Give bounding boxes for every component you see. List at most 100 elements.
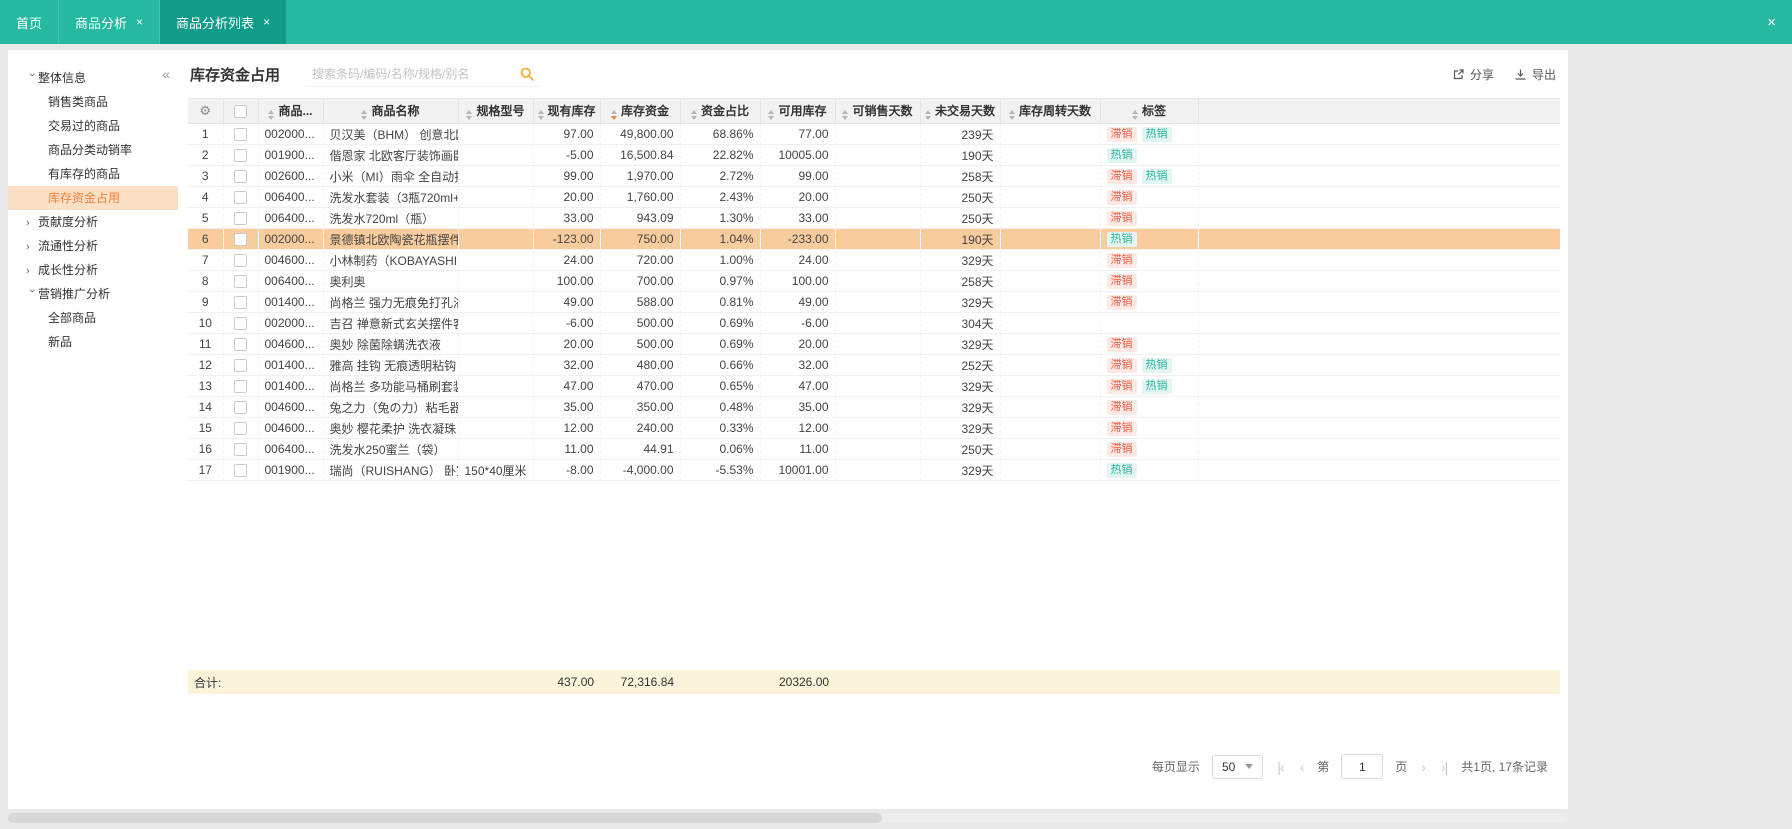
search-icon[interactable] xyxy=(519,66,535,82)
row-checkbox[interactable] xyxy=(234,275,247,289)
turnover-days xyxy=(1000,354,1101,376)
tags-cell: 滞销 xyxy=(1100,207,1199,229)
export-button[interactable]: 导出 xyxy=(1514,66,1556,83)
search-input[interactable] xyxy=(312,66,520,81)
turnover-days xyxy=(1000,249,1101,271)
row-checkbox-cell xyxy=(223,354,259,376)
column-header-available[interactable]: 可用库存 xyxy=(760,98,836,124)
column-header-spec[interactable]: 规格型号 xyxy=(458,98,534,124)
row-checkbox[interactable] xyxy=(234,443,247,457)
row-checkbox[interactable] xyxy=(234,338,247,352)
column-header-capital[interactable]: 库存资金 xyxy=(600,98,681,124)
row-checkbox[interactable] xyxy=(234,212,247,226)
capital-ratio: 22.82% xyxy=(680,144,761,166)
row-index: 17 xyxy=(188,459,224,481)
last-page-button[interactable]: ›| xyxy=(1440,758,1448,775)
no-trade-days: 329天 xyxy=(920,249,1001,271)
available-stock: -6.00 xyxy=(760,312,836,334)
nav-item-category-sell-rate[interactable]: 商品分类动销率 xyxy=(8,138,178,162)
column-header-no-trade-days[interactable]: 未交易天数 xyxy=(920,98,1001,124)
sidebar-collapse-icon[interactable]: « xyxy=(162,66,170,82)
row-checkbox[interactable] xyxy=(234,149,247,163)
table-row[interactable]: 8 006400... 奥利奥 100.00 700.00 0.97% 100.00 258天… xyxy=(188,270,1560,292)
row-checkbox[interactable] xyxy=(234,170,247,184)
capital-ratio: 2.72% xyxy=(680,165,761,187)
table-row[interactable]: 16 006400... 洗发水250蜜兰（袋） 11.00 44.91 0.06% 11.… xyxy=(188,438,1560,460)
column-header-tags[interactable]: 标签 xyxy=(1100,98,1199,124)
row-checkbox[interactable] xyxy=(234,317,247,331)
column-header-ratio[interactable]: 资金占比 xyxy=(680,98,761,124)
tab-product-analysis-list[interactable]: 商品分析列表 × xyxy=(160,0,288,44)
scrollbar-thumb[interactable] xyxy=(8,813,882,823)
turnover-days xyxy=(1000,417,1101,439)
table-row[interactable]: 14004600...兔之力（兔の力）粘毛器粘35.00350.000.48%3… xyxy=(188,396,1560,418)
tab-close-icon[interactable]: × xyxy=(136,15,144,29)
prev-page-button[interactable]: ‹ xyxy=(1299,758,1305,775)
column-header-name[interactable]: 商品名称 xyxy=(323,98,459,124)
table-row[interactable]: 4006400...洗发水套装（3瓶720ml+1瓶20.001,760.002… xyxy=(188,186,1560,208)
column-header-code[interactable]: 商品... xyxy=(258,98,324,124)
product-spec xyxy=(458,354,534,376)
first-page-button[interactable]: |‹ xyxy=(1277,758,1284,775)
header-checkbox[interactable] xyxy=(234,105,247,119)
available-stock: 24.00 xyxy=(760,249,836,271)
tab-home[interactable]: 首页 xyxy=(0,0,60,44)
share-button[interactable]: 分享 xyxy=(1452,66,1494,83)
no-trade-days: 239天 xyxy=(920,123,1001,145)
page-number-input[interactable] xyxy=(1341,754,1384,779)
nav-item-sales-products[interactable]: 销售类商品 xyxy=(8,90,178,114)
nav-item-traded-products[interactable]: 交易过的商品 xyxy=(8,114,178,138)
row-checkbox[interactable] xyxy=(234,401,247,415)
nav-item-all-products[interactable]: 全部商品 xyxy=(8,306,178,330)
column-label: 可销售天数 xyxy=(852,104,913,118)
table-row[interactable]: 17 001900...瑞尚（RUISHANG） 卧室地毯150*40厘米-8.0… xyxy=(188,459,1560,481)
column-header-sellable-days[interactable]: 可销售天数 xyxy=(835,98,921,124)
table-row[interactable]: 11 004600... 奥妙 除菌除螨洗衣液 20.00 500.00 0.69% 20.… xyxy=(188,333,1560,355)
sort-desc-icon xyxy=(361,116,368,120)
row-checkbox[interactable] xyxy=(234,191,247,205)
nav-item-in-stock-products[interactable]: 有库存的商品 xyxy=(8,162,178,186)
nav-group-contribution-analysis[interactable]: › 贡献度分析 xyxy=(8,210,178,234)
tags-cell: 滞销 xyxy=(1100,186,1199,208)
row-checkbox[interactable] xyxy=(234,128,247,142)
stock-qty: 97.00 xyxy=(533,123,601,145)
table-row[interactable]: 5 006400... 洗发水720ml（瓶） 33.00 943.09 1.30% 33.… xyxy=(188,207,1560,229)
column-header-stock[interactable]: 现有库存 xyxy=(533,98,601,124)
tab-product-analysis[interactable]: 商品分析 × xyxy=(59,0,161,44)
tags-cell: 滞销 热销 xyxy=(1100,354,1199,376)
horizontal-scrollbar[interactable] xyxy=(8,813,1568,823)
column-header-turnover-days[interactable]: 库存周转天数 xyxy=(1000,98,1101,124)
row-checkbox[interactable] xyxy=(234,254,247,268)
nav-group-marketing-analysis[interactable]: ›营销推广分析 xyxy=(8,282,178,306)
row-index: 1 xyxy=(188,123,224,145)
page-size-select[interactable]: 50 xyxy=(1211,754,1264,779)
column-settings-button[interactable]: ⚙ xyxy=(188,98,224,124)
table-row[interactable]: 7004600...小林制药（KOBAYASHI）日24.00720.001.0… xyxy=(188,249,1560,271)
next-page-button[interactable]: › xyxy=(1421,758,1426,775)
row-checkbox[interactable] xyxy=(234,296,247,310)
nav-item-new-products[interactable]: 新品 xyxy=(8,330,178,354)
nav-group-circulation-analysis[interactable]: › 流通性分析 xyxy=(8,234,178,258)
table-row[interactable]: 6 002000...景德镇北欧陶瓷花瓶摆件 优 -123.00750.001.04… xyxy=(188,228,1560,250)
row-checkbox[interactable] xyxy=(234,233,247,247)
table-row[interactable]: 1 002000...贝汉美（BHM） 创意北欧花瓶 97.0049,800.006… xyxy=(188,123,1560,145)
table-row[interactable]: 12 001400... 雅高 挂钩 无痕透明粘钩 强 32.00 480.00 0.66… xyxy=(188,354,1560,376)
topbar-close-icon[interactable]: × xyxy=(1767,13,1776,31)
table-row[interactable]: 2 001900...偕恩家 北欧客厅装饰画卧室 -5.0016,500.8422.… xyxy=(188,144,1560,166)
row-checkbox[interactable] xyxy=(234,380,247,394)
select-all-header[interactable] xyxy=(223,98,259,124)
nav-group-overall-info[interactable]: ›整体信息 xyxy=(8,66,178,90)
row-checkbox[interactable] xyxy=(234,422,247,436)
tag-slow: 滞销 xyxy=(1106,253,1137,268)
row-checkbox[interactable] xyxy=(234,464,247,478)
nav-item-inventory-capital[interactable]: 库存资金占用 xyxy=(8,186,178,210)
tab-close-icon[interactable]: × xyxy=(263,15,271,29)
row-checkbox[interactable] xyxy=(234,359,247,373)
stock-capital: 500.00 xyxy=(600,333,681,355)
nav-group-growth-analysis[interactable]: › 成长性分析 xyxy=(8,258,178,282)
